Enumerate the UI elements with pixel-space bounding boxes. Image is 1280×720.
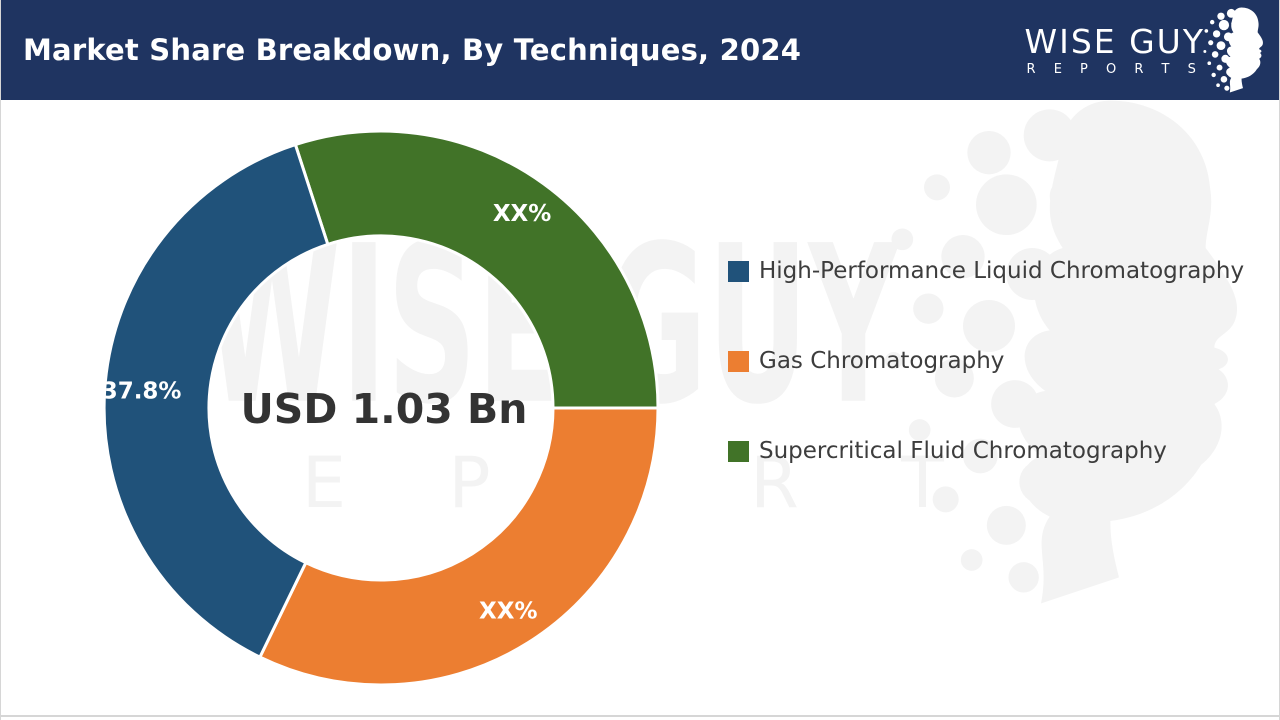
slice-percentage-label: XX% xyxy=(479,598,538,624)
legend-label-sfc: Supercritical Fluid Chromatography xyxy=(759,438,1167,464)
slice-percentage-label: XX% xyxy=(493,201,552,227)
donut-segment-3 xyxy=(102,142,330,660)
donut-segment-1 xyxy=(293,129,660,410)
donut-segment-2 xyxy=(257,406,660,687)
slice-percentage-label: 37.8% xyxy=(102,378,182,404)
page-title: Market Share Breakdown, By Techniques, 2… xyxy=(23,33,802,67)
legend-label-hplc: High-Performance Liquid Chromatography xyxy=(759,258,1245,284)
chart-legend: High-Performance Liquid Chromatography G… xyxy=(728,256,1244,526)
logo-text: WISE GUY R E P O R T S xyxy=(1024,25,1205,76)
wise-guy-reports-logo: WISE GUY R E P O R T S xyxy=(1024,6,1265,94)
logo-subtitle: R E P O R T S xyxy=(1026,61,1203,77)
legend-swatch-gas-chromatography xyxy=(728,350,749,372)
logo-name: WISE GUY xyxy=(1024,21,1205,61)
logo-face-icon xyxy=(1203,7,1263,93)
header: Market Share Breakdown, By Techniques, 2… xyxy=(1,0,1279,100)
legend-item-gas-chromatography: Gas Chromatography xyxy=(728,346,1244,376)
chart-center-value: USD 1.03 Bn xyxy=(241,385,528,433)
donut-chart: USD 1.03 Bn XX% XX% 37.8% xyxy=(102,129,660,687)
legend-label-gas-chromatography: Gas Chromatography xyxy=(759,348,1005,374)
legend-swatch-hplc xyxy=(728,260,749,282)
bottom-divider xyxy=(1,715,1279,717)
legend-swatch-sfc xyxy=(728,440,749,462)
legend-item-hplc: High-Performance Liquid Chromatography xyxy=(728,256,1244,286)
legend-item-sfc: Supercritical Fluid Chromatography xyxy=(728,436,1244,466)
